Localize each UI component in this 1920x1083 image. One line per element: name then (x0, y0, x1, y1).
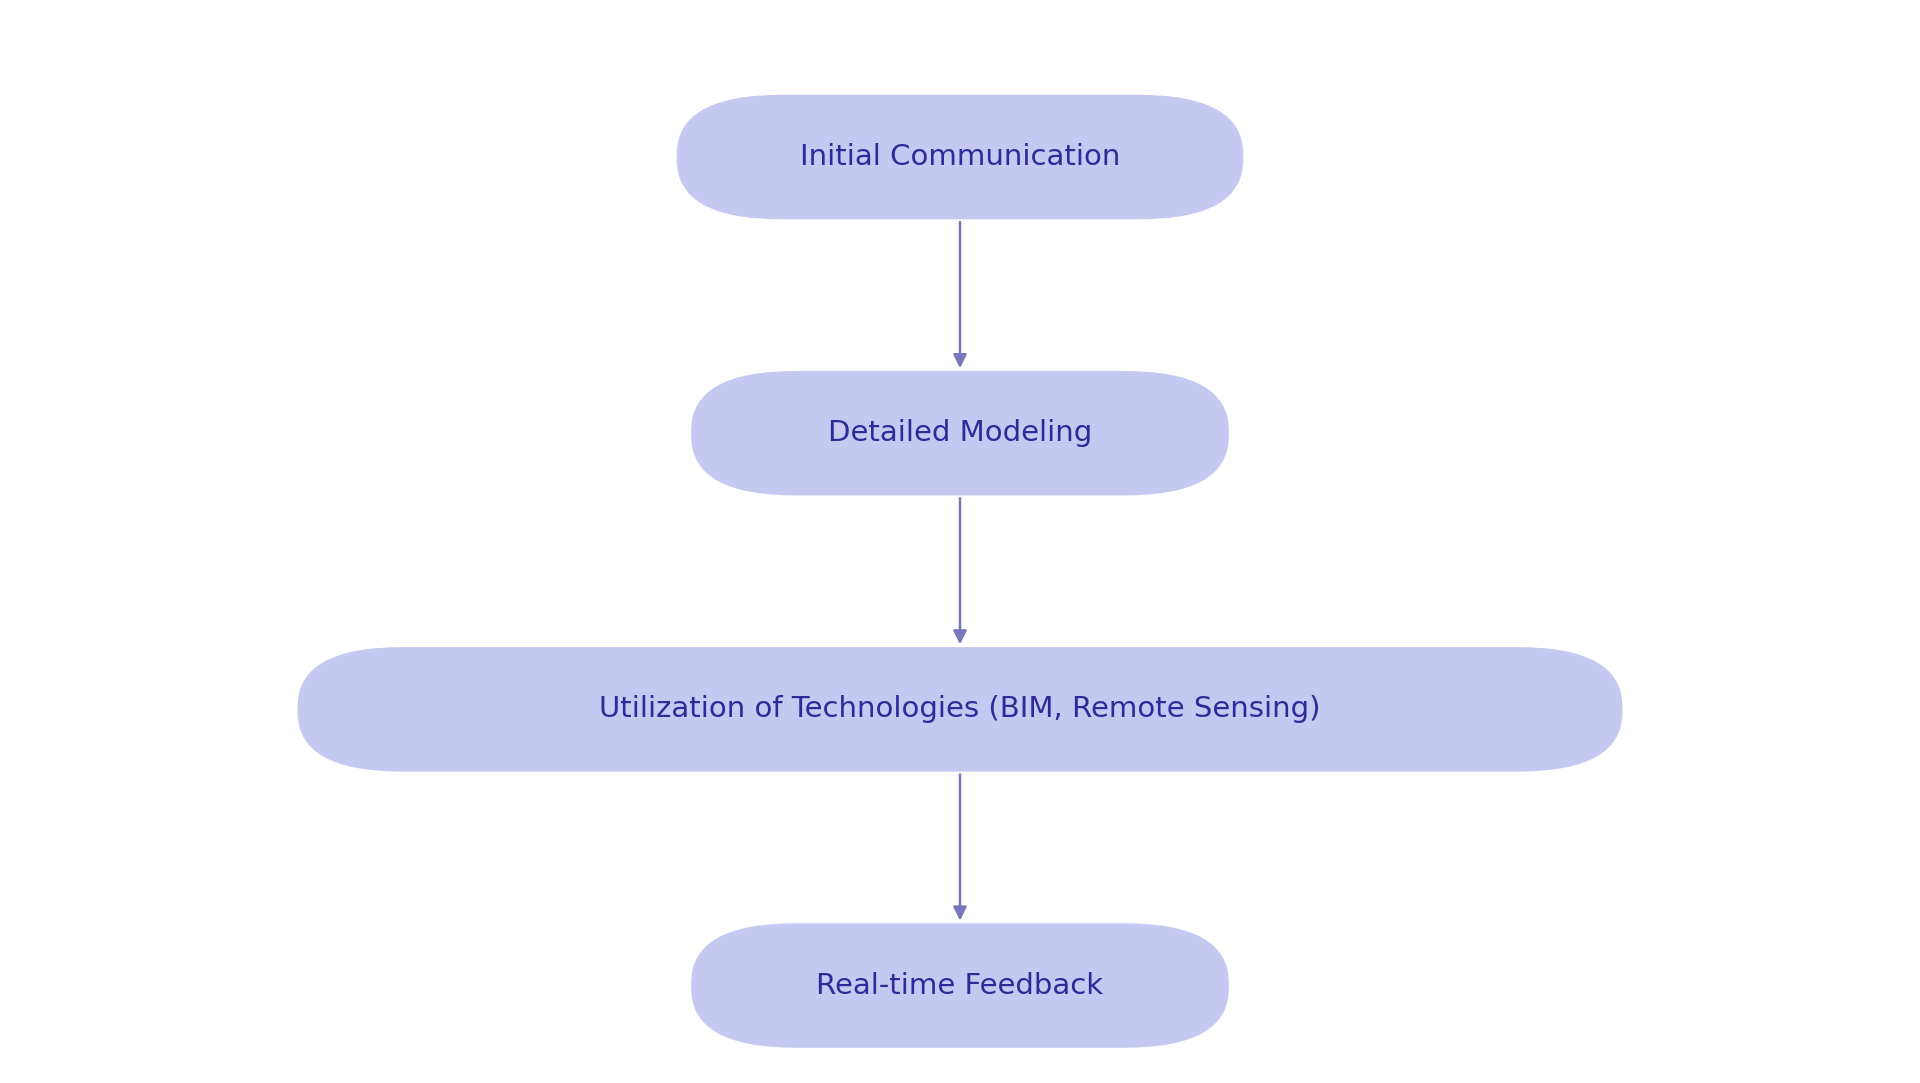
Text: Initial Communication: Initial Communication (801, 143, 1119, 171)
FancyBboxPatch shape (298, 648, 1622, 772)
FancyBboxPatch shape (691, 370, 1229, 496)
Text: Real-time Feedback: Real-time Feedback (816, 971, 1104, 1000)
Text: Detailed Modeling: Detailed Modeling (828, 419, 1092, 447)
FancyBboxPatch shape (678, 95, 1242, 219)
FancyBboxPatch shape (691, 923, 1229, 1048)
Text: Utilization of Technologies (BIM, Remote Sensing): Utilization of Technologies (BIM, Remote… (599, 695, 1321, 723)
